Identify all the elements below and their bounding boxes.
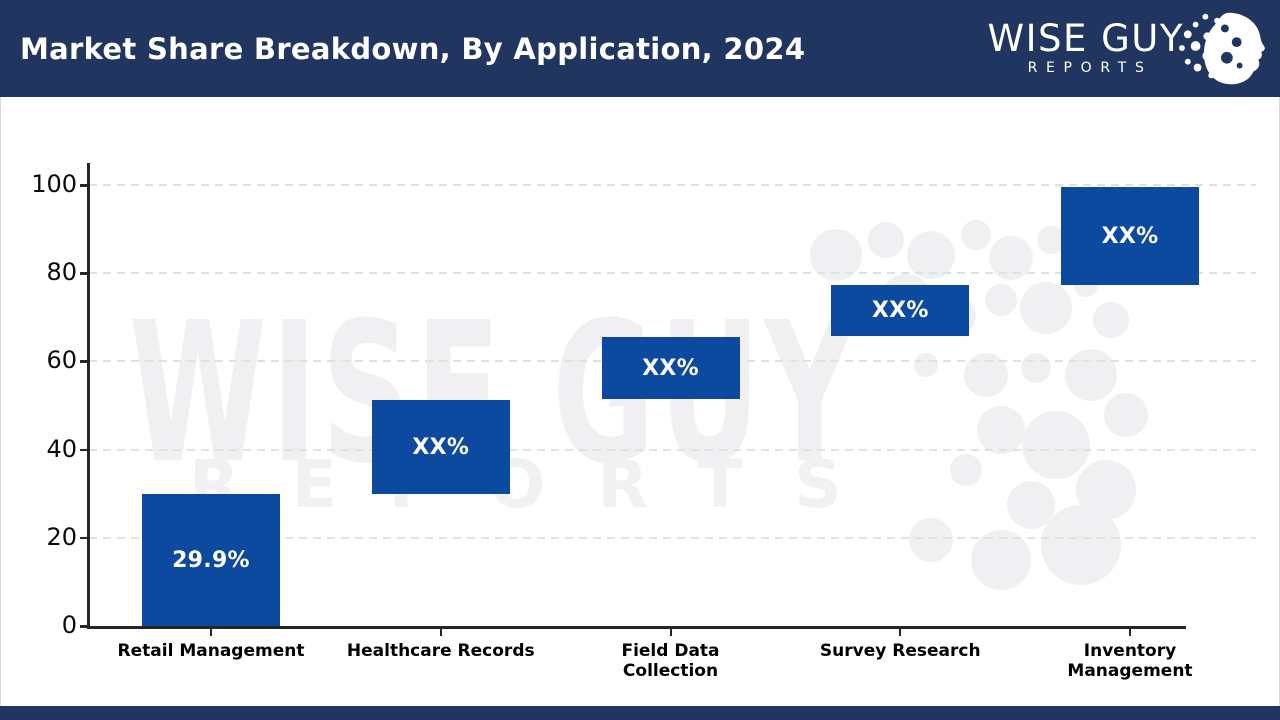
gridline (89, 536, 1256, 539)
y-axis-tick (80, 184, 89, 187)
x-tick-label: Retail Management (117, 641, 305, 661)
watermark-dot (950, 454, 982, 486)
watermark-dot (868, 222, 904, 258)
watermark-dot (985, 284, 1017, 316)
bar: 29.9% (142, 494, 280, 626)
x-axis-tick (210, 628, 212, 636)
x-tick-label: Field Data Collection (621, 641, 720, 681)
watermark-dot (907, 231, 955, 279)
bar: XX% (831, 285, 970, 336)
gridline (89, 448, 1256, 451)
watermark-dot (1021, 353, 1051, 383)
logo-wiseguy-text: WISE GUY (987, 16, 1184, 60)
y-tick-label: 60 (46, 346, 77, 375)
logo-text: WISE GUY REPORTS (987, 16, 1184, 77)
bar-value-label: XX% (1101, 223, 1159, 249)
wiseguy-logo: WISE GUY REPORTS (988, 8, 1266, 88)
watermark-dot (1104, 393, 1148, 437)
y-axis-tick (80, 536, 89, 540)
watermark-dot (1022, 411, 1090, 479)
x-tick-label: Survey Research (819, 641, 981, 661)
y-tick-label: 40 (46, 434, 77, 463)
x-axis-tick (899, 628, 902, 636)
footer-bar (0, 706, 1280, 720)
bar: XX% (371, 400, 510, 495)
watermark-dot (1007, 481, 1055, 529)
y-axis-tick (80, 360, 89, 363)
x-axis-tick (439, 628, 442, 636)
watermark-dot (961, 220, 991, 250)
logo-reports-text: REPORTS (1027, 60, 1153, 77)
bar: XX% (601, 337, 740, 399)
watermark-reports-text: REPORTS (189, 446, 894, 523)
y-axis-tick (80, 448, 89, 452)
y-tick-label: 20 (46, 522, 77, 551)
x-tick-label: Healthcare Records (346, 641, 535, 661)
x-axis-tick (1129, 628, 1131, 636)
watermark-dot (1041, 505, 1121, 585)
bar-value-label: XX% (412, 434, 470, 460)
watermark-dot (1093, 302, 1129, 338)
y-axis-tick (80, 272, 89, 275)
gridline (89, 184, 1256, 186)
bar-value-label: 29.9% (172, 547, 250, 573)
watermark-dot (1037, 226, 1065, 254)
gridline (89, 272, 1256, 275)
y-tick-label: 100 (31, 170, 77, 198)
bar-value-label: XX% (642, 355, 699, 381)
watermark-dot (1020, 282, 1072, 334)
chart-title: Market Share Breakdown, By Application, … (20, 31, 806, 66)
watermark-dot (914, 353, 938, 377)
watermark-dot (909, 518, 953, 562)
y-axis-line (87, 163, 90, 628)
watermark-dot (1065, 349, 1117, 401)
watermark-dot (964, 353, 1008, 397)
y-axis-tick (80, 625, 89, 628)
header-bar: Market Share Breakdown, By Application, … (0, 0, 1280, 97)
watermark-dot (977, 406, 1025, 454)
x-axis-line (87, 626, 1186, 629)
logo-head-icon (1178, 12, 1265, 85)
y-tick-label: 80 (46, 258, 77, 287)
bar: XX% (1061, 187, 1199, 286)
y-tick-label: 0 (61, 611, 77, 639)
x-axis-tick (669, 628, 672, 636)
bar-value-label: XX% (871, 297, 929, 323)
x-tick-label: Inventory Management (1067, 641, 1193, 681)
watermark-dot (971, 530, 1031, 590)
